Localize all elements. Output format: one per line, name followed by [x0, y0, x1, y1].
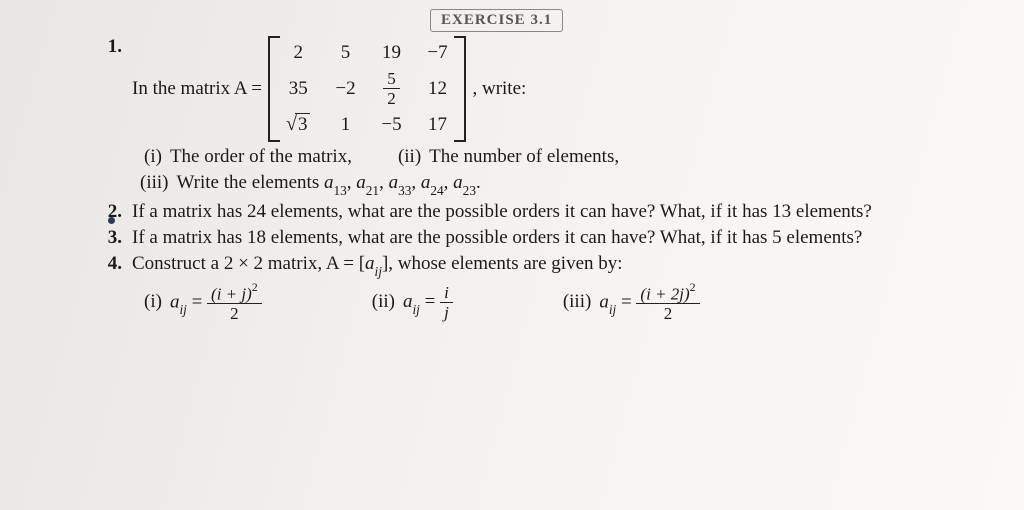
q1-sub-iii: (iii) Write the elements a13, a21, a33, …: [140, 172, 984, 197]
q4-number: 4.: [90, 253, 132, 275]
q4-sub-iii: (iii) aij = (i + 2j)2 2: [563, 284, 700, 323]
q2-text: If a matrix has 24 elements, what are th…: [132, 201, 984, 223]
m-r1c3: 19: [380, 42, 402, 64]
q1-sub-ii: (ii) The number of elements,: [398, 146, 619, 168]
m-r1c2: 5: [334, 42, 356, 64]
m-r3c3: −5: [380, 114, 402, 136]
question-1: 1. In the matrix A = 2 5 19 −7 35 −2: [90, 36, 984, 197]
m-r2c2: −2: [334, 78, 356, 100]
q1-lead: In the matrix A =: [132, 78, 262, 100]
q1-matrix: 2 5 19 −7 35 −2 5 2 12: [268, 36, 466, 142]
q4-lead: Construct a 2 × 2 matrix, A = [aij], who…: [132, 253, 623, 274]
q3-text: If a matrix has 18 elements, what are th…: [132, 227, 984, 249]
m-r3c2: 1: [334, 114, 356, 136]
exercise-label: EXERCISE 3.1: [430, 9, 563, 32]
question-2: 2. If a matrix has 24 elements, what are…: [90, 201, 984, 223]
q1-number: 1.: [90, 36, 132, 58]
q4-sub-ii: (ii) aij = i j: [372, 284, 453, 321]
m-r2c4: 12: [426, 78, 448, 100]
q2-number: 2.: [90, 201, 132, 223]
q4-sub-i: (i) aij = (i + j)2 2: [144, 284, 262, 323]
question-3: 3. If a matrix has 18 elements, what are…: [90, 227, 984, 249]
m-r3c4: 17: [426, 114, 448, 136]
m-r3c1: 3: [286, 113, 310, 136]
m-r1c1: 2: [286, 42, 310, 64]
question-4: 4. Construct a 2 × 2 matrix, A = [aij], …: [90, 253, 984, 322]
m-r2c3: 5 2: [380, 70, 402, 107]
q3-number: 3.: [90, 227, 132, 249]
m-r1c4: −7: [426, 42, 448, 64]
q1-tail: , write:: [472, 78, 526, 100]
q1-sub-i: (i) The order of the matrix,: [144, 146, 352, 168]
m-r2c1: 35: [286, 78, 310, 100]
